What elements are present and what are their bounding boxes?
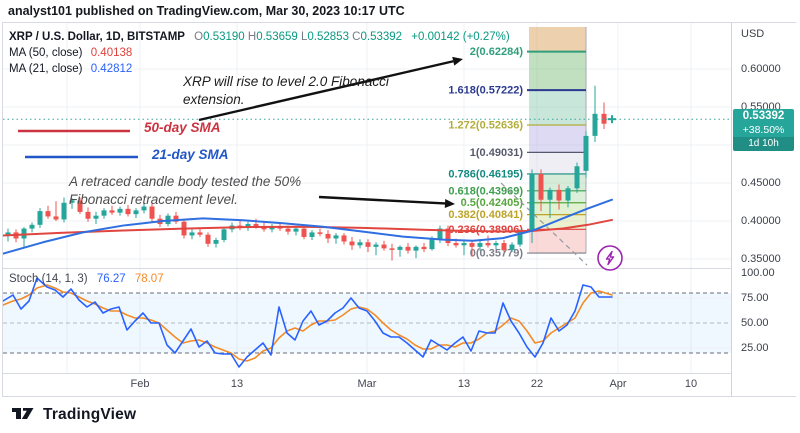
stoch-label: Stoch (14, 1, 3) (9, 273, 88, 285)
annotation-arrow[interactable] (198, 56, 463, 122)
fib-level-label: 0.618(0.43969) (448, 185, 523, 197)
price-axis[interactable]: USD 0.60000 0.55000 0.45000 0.40000 0.35000 … (731, 23, 796, 396)
brand-wordmark[interactable]: TradingView (43, 406, 137, 423)
chart-frame: 2(0.62284) 1.618(0.57222) 1.272(0.52636) 1(… (2, 22, 796, 397)
sma21-callout-label[interactable]: 21-day SMA (152, 147, 229, 162)
annotation-fib-extension-note[interactable]: XRP will rise to level 2.0 Fibonacci ext… (183, 74, 389, 107)
change-value: +0.00142 (+0.27%) (411, 31, 510, 43)
fib-level-label: 0.5(0.42405) (461, 197, 524, 209)
ma21-line[interactable] (3, 198, 613, 255)
close-value: 0.53392 (360, 31, 403, 43)
stoch-d-line (3, 284, 613, 362)
current-price-badge: 0.53392 +38.50% 1d 10h (733, 109, 794, 151)
stoch-k-value: 76.27 (96, 273, 126, 285)
axis-currency-label: USD (741, 28, 765, 40)
pane-separator[interactable] (3, 268, 795, 269)
fib-level-label: 0.382(0.40841) (448, 209, 523, 221)
symbol-row[interactable]: XRP / U.S. Dollar, 1D, BITSTAMP O0.53190… (9, 29, 510, 45)
fib-level-label: 1.618(0.57222) (448, 85, 523, 97)
time-axis[interactable]: Feb 13 Mar 13 22 Apr 10 (3, 374, 731, 396)
stoch-tick-label: 75.00 (741, 292, 769, 304)
open-value: 0.53190 (203, 31, 245, 43)
high-value: 0.53659 (256, 31, 298, 43)
high-label: H (247, 31, 257, 43)
stoch-k-line (3, 277, 613, 368)
stoch-tick-label: 25.00 (741, 342, 769, 354)
price-tick-label: 0.40000 (741, 215, 781, 227)
fib-level-label: 0.236(0.38906) (448, 224, 523, 236)
annotation-retracement-note[interactable]: A retraced candle body tested the 50% Fi… (69, 174, 302, 207)
fib-level-label: 1.272(0.52636) (448, 119, 523, 131)
fib-level-label: 2(0.62284) (470, 46, 524, 58)
close-label: C (352, 31, 361, 43)
low-value: 0.52853 (307, 31, 349, 43)
candles-group (5, 85, 607, 261)
fib-level-label: 0(0.35779) (470, 248, 524, 260)
badge-price: 0.53392 (742, 110, 785, 122)
price-tick-label: 0.35000 (741, 253, 781, 265)
stoch-tick-label: 100.00 (741, 267, 775, 279)
badge-change-pct: +38.50% (742, 124, 785, 136)
ma21-value: 0.42812 (90, 63, 133, 75)
ma50-line[interactable] (3, 218, 613, 237)
open-label: O (194, 31, 204, 43)
badge-countdown: 1d 10h (733, 137, 794, 151)
ma21-label: MA (21, close) (9, 63, 83, 75)
ma50-label: MA (50, close) (9, 47, 83, 59)
chart-legend: XRP / U.S. Dollar, 1D, BITSTAMP O0.53190… (9, 29, 510, 77)
time-tick-label: Apr (609, 378, 627, 390)
ma50-row[interactable]: MA (50, close) 0.40138 (9, 45, 510, 61)
last-price-marker (608, 115, 616, 124)
stochastic-legend[interactable]: Stoch (14, 1, 3) 76.27 78.07 (9, 273, 164, 285)
trendline[interactable] (500, 182, 588, 266)
time-tick-label: 13 (230, 378, 244, 390)
ma21-row[interactable]: MA (21, close) 0.42812 (9, 61, 510, 77)
footer-bar: TradingView (0, 397, 800, 433)
symbol-title[interactable]: XRP / U.S. Dollar, 1D, BITSTAMP (9, 31, 185, 43)
time-tick-label: Mar (357, 378, 377, 390)
tradingview-logo-icon[interactable] (10, 403, 37, 428)
stoch-tick-label: 50.00 (741, 317, 769, 329)
low-label: L (300, 31, 308, 43)
fib-level-label: 1(0.49031) (470, 147, 524, 159)
time-tick-label: Feb (130, 378, 150, 390)
time-axis-separator (3, 373, 795, 374)
ma50-value: 0.40138 (90, 47, 133, 59)
price-tick-label: 0.60000 (741, 63, 781, 75)
stoch-d-value: 78.07 (134, 273, 164, 285)
time-tick-label: 13 (457, 378, 471, 390)
sma50-callout-label[interactable]: 50-day SMA (144, 120, 221, 135)
watermark-text: analyst101 published on TradingView.com,… (8, 4, 405, 18)
price-pane-canvas[interactable]: 2(0.62284) 1.618(0.57222) 1.272(0.52636) 1(… (3, 23, 731, 268)
fib-level-label: 0.786(0.46195) (448, 168, 523, 180)
annotation-arrow[interactable] (318, 195, 455, 208)
stochastic-pane-canvas[interactable] (3, 269, 731, 373)
lightning-icon[interactable] (595, 243, 625, 273)
watermark-bar: analyst101 published on TradingView.com,… (0, 0, 800, 22)
price-tick-label: 0.45000 (741, 177, 781, 189)
time-tick-label: 10 (684, 378, 698, 390)
time-tick-label: 22 (530, 378, 544, 390)
